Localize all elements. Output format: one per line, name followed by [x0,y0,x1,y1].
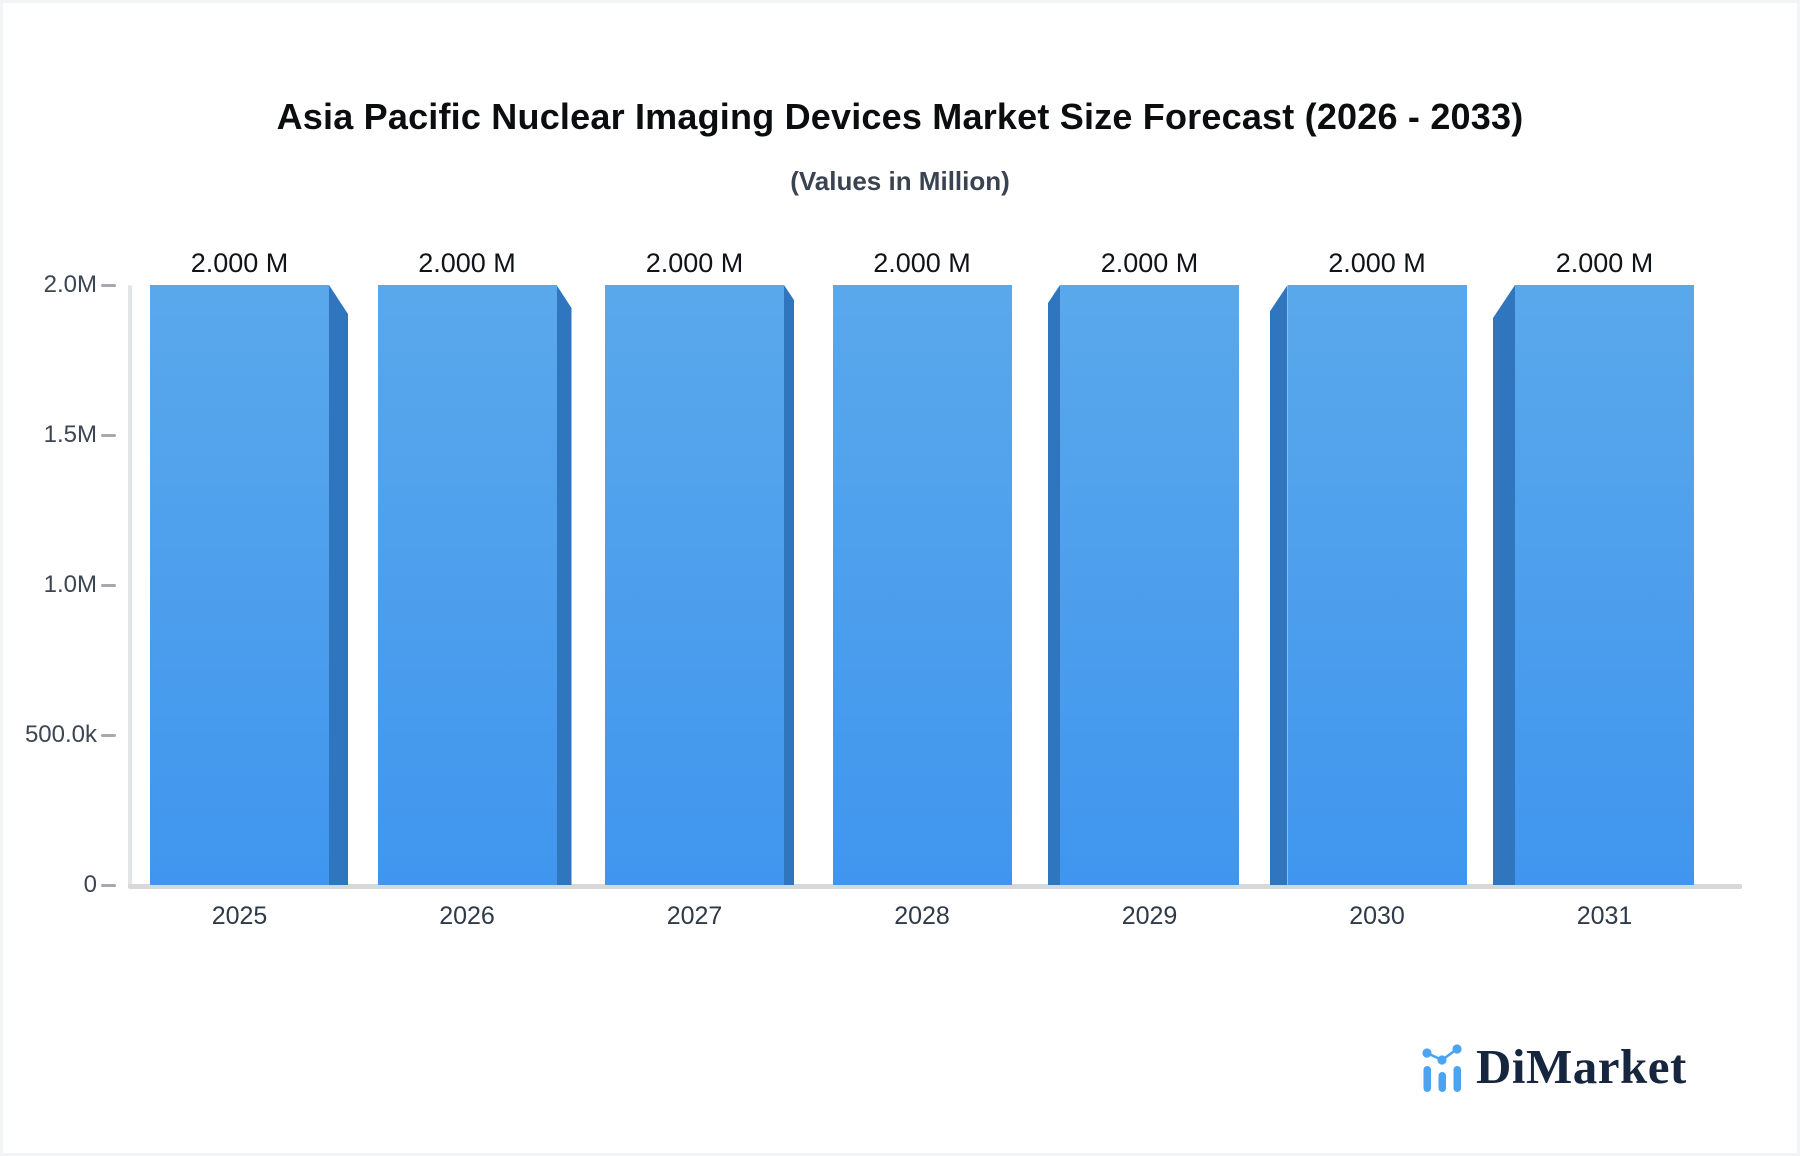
bar-2031[interactable] [1515,285,1694,885]
bar-2028[interactable] [832,285,1012,885]
y-axis-tick-mark [101,433,116,437]
y-axis-tick-mark [101,733,116,737]
y-axis-tick-label: 1.0M [43,571,97,598]
bar-3d-side [1048,285,1060,885]
chart-subtitle: (Values in Million) [790,166,1010,196]
bar-value-label: 2.000 M [1100,248,1199,278]
y-axis-tick-label: 1.5M [43,421,97,448]
x-axis-label-2025: 2025 [211,902,268,930]
y-axis-tick-label: 2.0M [43,271,97,298]
bar-2029[interactable] [1060,285,1239,885]
chart-title: Asia Pacific Nuclear Imaging Devices Mar… [276,96,1524,137]
x-axis-label-2028: 2028 [894,902,950,930]
x-axis-baseline [128,884,1742,889]
bar-3d-side [329,285,348,885]
x-axis-label-2030: 2030 [1349,902,1405,930]
x-axis-label-2026: 2026 [439,902,495,930]
bar-value-label: 2.000 M [418,248,516,278]
y-axis-tick-label: 0 [83,871,97,898]
y-axis-tick-mark [101,583,116,587]
bar-value-label: 2.000 M [190,248,289,278]
bar-value-label: 2.000 M [1555,248,1654,278]
bar-3d-side [784,285,794,885]
x-axis-label-2027: 2027 [666,902,723,930]
y-axis-tick-mark [101,283,116,287]
dimarket-logo-icon [1422,1044,1462,1092]
dimarket-logo: DiMarket [1421,1040,1687,1094]
x-axis-label-2031: 2031 [1576,902,1633,930]
bar-value-label: 2.000 M [1328,248,1426,278]
bar-2026[interactable] [377,285,557,885]
y-axis-tick-label: 500.0k [24,721,97,748]
bar-2030[interactable] [1287,285,1467,885]
bar-3d-side [1493,285,1515,885]
bar-value-label: 2.000 M [873,248,971,278]
bar-value-label: 2.000 M [645,248,744,278]
y-axis-line [128,285,132,887]
bar-2027[interactable] [605,285,784,885]
y-axis-tick-mark [101,883,116,887]
dimarket-logo-text: DiMarket [1476,1039,1687,1094]
bar-3d-side [1269,285,1288,885]
bar-3d-side [556,285,572,885]
x-axis-label-2029: 2029 [1121,902,1178,930]
bar-2025[interactable] [150,285,329,885]
